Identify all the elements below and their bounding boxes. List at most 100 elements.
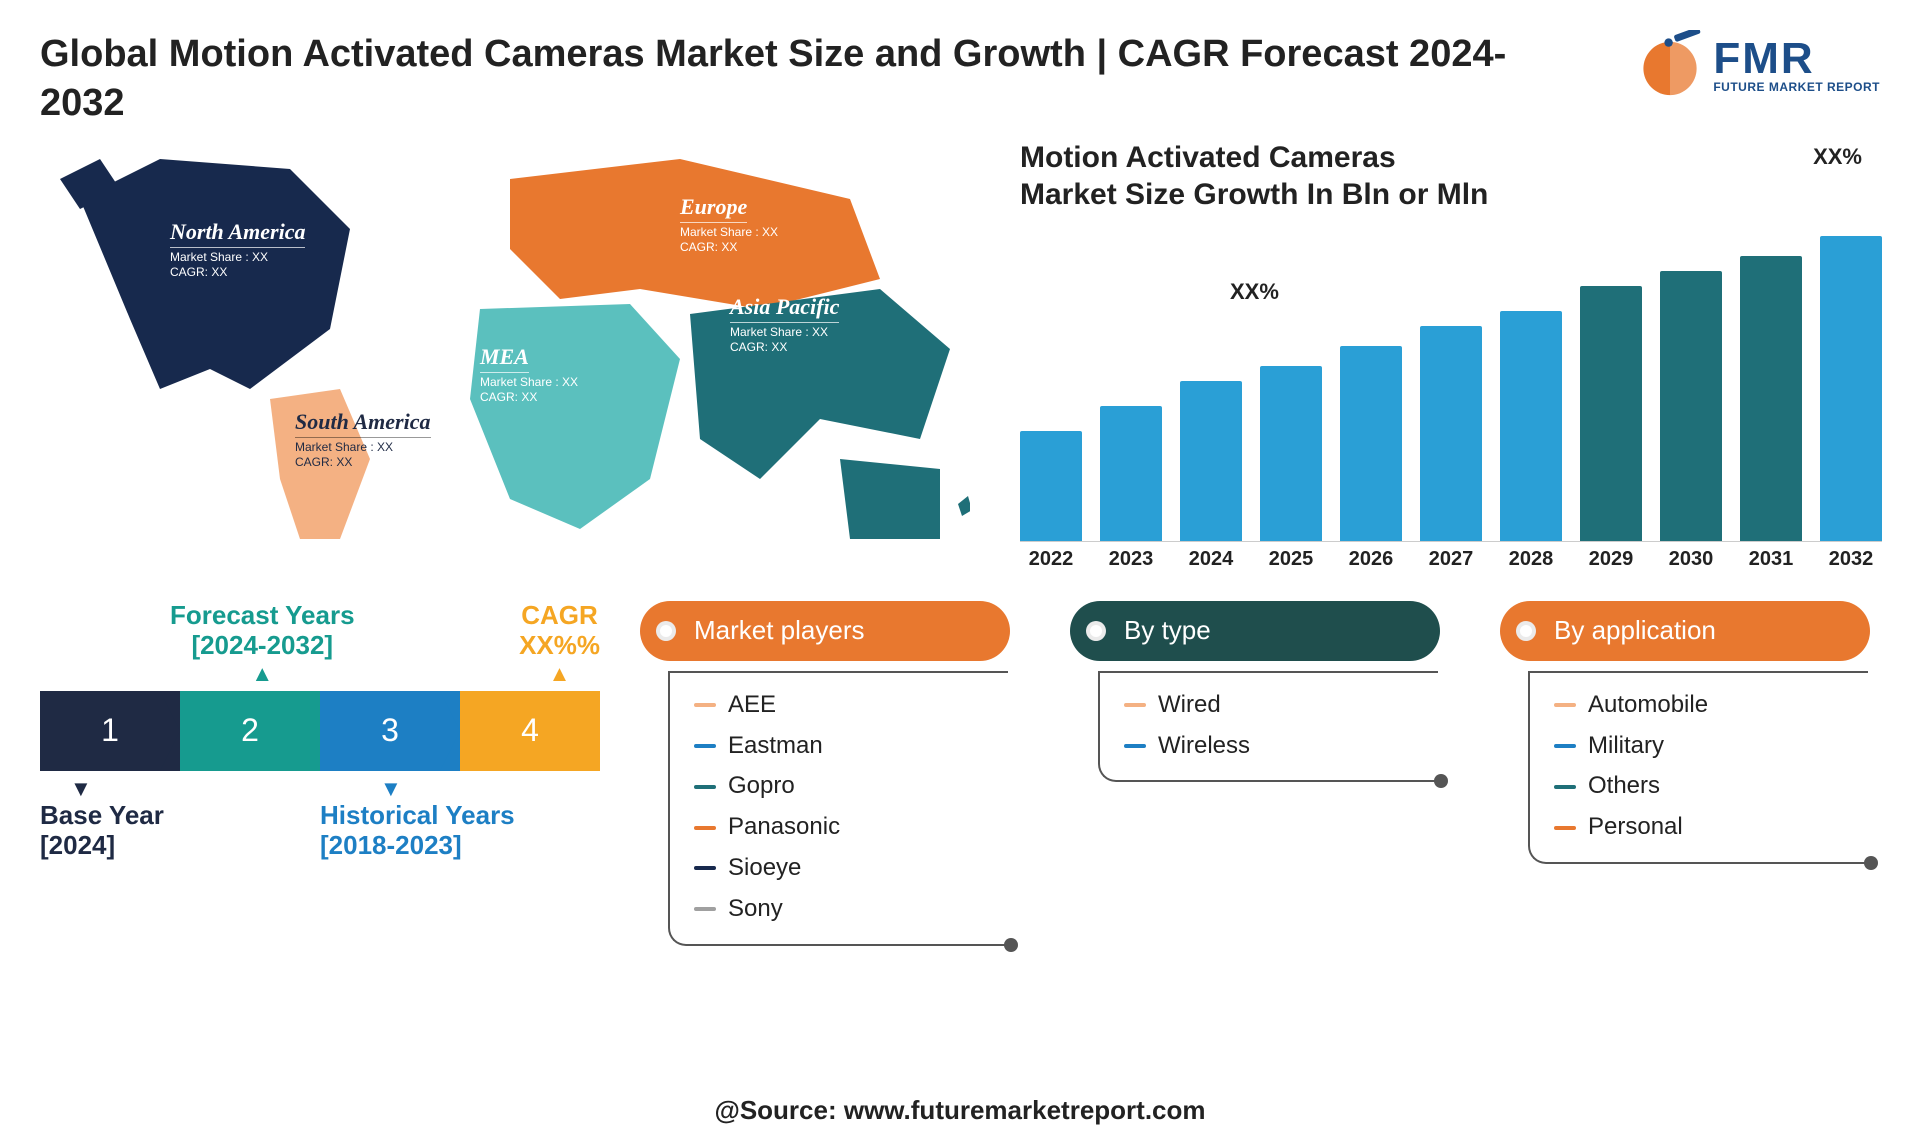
tick-icon	[1554, 826, 1576, 830]
bar-label-2029: 2029	[1580, 548, 1642, 571]
bar-2025	[1260, 366, 1322, 541]
bar-label-2031: 2031	[1740, 548, 1802, 571]
pill-column-1: By type WiredWireless	[1070, 601, 1440, 946]
tick-icon	[1124, 703, 1146, 707]
region-mea	[470, 304, 680, 529]
tick-icon	[1554, 744, 1576, 748]
pill-header: By type	[1070, 601, 1440, 661]
bar-2031	[1740, 256, 1802, 541]
pill-list: WiredWireless	[1098, 673, 1440, 783]
timeline-seg-3: 3	[320, 691, 460, 771]
list-item-label: Sony	[728, 889, 783, 930]
forecast-label: Forecast Years [2024-2032] ▲	[170, 601, 355, 686]
list-item-label: Personal	[1588, 807, 1683, 848]
pill-title: Market players	[694, 615, 865, 646]
bar-chart: Motion Activated Cameras Market Size Gro…	[1000, 139, 1882, 571]
list-item-label: Automobile	[1588, 685, 1708, 726]
chart-title: Motion Activated Cameras Market Size Gro…	[1020, 139, 1500, 214]
globe-telescope-icon	[1635, 30, 1705, 100]
timeline: Forecast Years [2024-2032] ▲ CAGR XX%% ▲…	[40, 601, 600, 771]
list-item-label: Military	[1588, 726, 1664, 767]
bar-2026	[1340, 346, 1402, 541]
chart-annotation-2024: XX%	[1230, 279, 1279, 305]
list-item: AEE	[694, 685, 1010, 726]
bar-2032	[1820, 236, 1882, 541]
bar-2023	[1100, 406, 1162, 541]
tick-icon	[1124, 744, 1146, 748]
list-item-label: Panasonic	[728, 807, 840, 848]
label-sa: South America Market Share : XX CAGR: XX	[295, 409, 431, 471]
list-item: Panasonic	[694, 807, 1010, 848]
bar-label-2027: 2027	[1420, 548, 1482, 571]
list-item-label: Wired	[1158, 685, 1221, 726]
region-nz	[958, 496, 970, 516]
pill-title: By application	[1554, 615, 1716, 646]
timeline-seg-4: 4	[460, 691, 600, 771]
list-item-label: Others	[1588, 766, 1660, 807]
tick-icon	[694, 866, 716, 870]
bar-2029	[1580, 286, 1642, 541]
world-map: North America Market Share : XX CAGR: XX…	[40, 139, 970, 549]
tick-icon	[694, 703, 716, 707]
bar-label-2025: 2025	[1260, 548, 1322, 571]
label-eu: Europe Market Share : XX CAGR: XX	[680, 194, 778, 256]
list-item: Personal	[1554, 807, 1870, 848]
pill-column-2: By application AutomobileMilitaryOthersPe…	[1500, 601, 1870, 946]
list-item: Wireless	[1124, 726, 1440, 767]
list-item: Automobile	[1554, 685, 1870, 726]
pill-header: Market players	[640, 601, 1010, 661]
list-item-label: Wireless	[1158, 726, 1250, 767]
bar-2022	[1020, 431, 1082, 541]
pill-dot-icon	[1516, 621, 1536, 641]
list-item: Wired	[1124, 685, 1440, 726]
bar-2024	[1180, 381, 1242, 541]
label-mea: MEA Market Share : XX CAGR: XX	[480, 344, 578, 406]
bar-label-2023: 2023	[1100, 548, 1162, 571]
bar-label-2022: 2022	[1020, 548, 1082, 571]
logo-text: FMR	[1713, 37, 1880, 81]
pill-list: AutomobileMilitaryOthersPersonal	[1528, 673, 1870, 864]
pill-list: AEEEastmanGoproPanasonicSioeyeSony	[668, 673, 1010, 946]
pill-column-0: Market players AEEEastmanGoproPanasonicSi…	[640, 601, 1010, 946]
list-item: Military	[1554, 726, 1870, 767]
timeline-seg-1: 1	[40, 691, 180, 771]
tick-icon	[694, 826, 716, 830]
logo-subtext: FUTURE MARKET REPORT	[1713, 81, 1880, 93]
bar-2027	[1420, 326, 1482, 541]
bar-label-2026: 2026	[1340, 548, 1402, 571]
page-title: Global Motion Activated Cameras Market S…	[40, 30, 1540, 129]
chart-annotation-end: XX%	[1813, 144, 1862, 170]
label-ap: Asia Pacific Market Share : XX CAGR: XX	[730, 294, 839, 356]
bar-label-2030: 2030	[1660, 548, 1722, 571]
list-item-label: Gopro	[728, 766, 795, 807]
logo: FMR FUTURE MARKET REPORT	[1635, 30, 1880, 100]
tick-icon	[694, 785, 716, 789]
pill-dot-icon	[1086, 621, 1106, 641]
list-item: Sioeye	[694, 848, 1010, 889]
timeline-seg-2: 2	[180, 691, 320, 771]
bar-label-2032: 2032	[1820, 548, 1882, 571]
tick-icon	[1554, 785, 1576, 789]
list-item-label: AEE	[728, 685, 776, 726]
list-item-label: Sioeye	[728, 848, 801, 889]
base-year-label: ▼ Base Year [2024]	[40, 776, 164, 861]
bar-2028	[1500, 311, 1562, 541]
label-na: North America Market Share : XX CAGR: XX	[170, 219, 305, 281]
pill-title: By type	[1124, 615, 1211, 646]
historical-label: ▼ Historical Years [2018-2023]	[320, 776, 515, 861]
tick-icon	[694, 907, 716, 911]
list-item: Sony	[694, 889, 1010, 930]
bar-label-2024: 2024	[1180, 548, 1242, 571]
list-item: Eastman	[694, 726, 1010, 767]
tick-icon	[694, 744, 716, 748]
bar-label-2028: 2028	[1500, 548, 1562, 571]
source-attribution: @Source: www.futuremarketreport.com	[0, 1095, 1920, 1126]
bar-2030	[1660, 271, 1722, 541]
pill-dot-icon	[656, 621, 676, 641]
list-item-label: Eastman	[728, 726, 823, 767]
tick-icon	[1554, 703, 1576, 707]
cagr-label: CAGR XX%% ▲	[519, 601, 600, 686]
list-item: Gopro	[694, 766, 1010, 807]
pill-header: By application	[1500, 601, 1870, 661]
list-item: Others	[1554, 766, 1870, 807]
